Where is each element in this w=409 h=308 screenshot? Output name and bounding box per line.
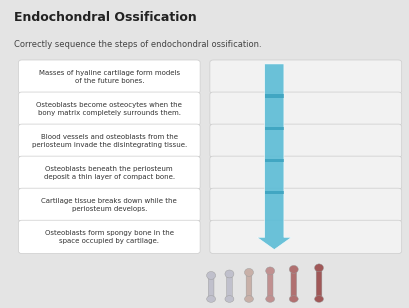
Bar	[264, 127, 283, 130]
FancyBboxPatch shape	[315, 271, 321, 297]
Ellipse shape	[225, 270, 234, 278]
FancyBboxPatch shape	[267, 274, 272, 297]
Ellipse shape	[244, 296, 253, 302]
FancyBboxPatch shape	[226, 277, 232, 297]
Ellipse shape	[265, 267, 274, 275]
Ellipse shape	[314, 296, 323, 302]
Text: Osteoblasts become osteocytes when the
bony matrix completely surrounds them.: Osteoblasts become osteocytes when the b…	[36, 102, 182, 116]
Polygon shape	[256, 64, 291, 249]
FancyBboxPatch shape	[290, 273, 296, 297]
Bar	[264, 191, 283, 194]
Ellipse shape	[225, 296, 234, 302]
FancyBboxPatch shape	[18, 220, 200, 253]
FancyBboxPatch shape	[245, 275, 251, 297]
Ellipse shape	[244, 269, 253, 276]
FancyBboxPatch shape	[209, 220, 401, 253]
FancyBboxPatch shape	[18, 92, 200, 125]
FancyBboxPatch shape	[18, 156, 200, 189]
Ellipse shape	[289, 296, 297, 302]
FancyBboxPatch shape	[18, 60, 200, 93]
Text: Masses of hyaline cartilage form models
of the future bones.: Masses of hyaline cartilage form models …	[38, 70, 180, 84]
FancyBboxPatch shape	[209, 92, 401, 125]
FancyBboxPatch shape	[209, 156, 401, 189]
FancyBboxPatch shape	[209, 60, 401, 93]
Ellipse shape	[289, 265, 297, 273]
Text: Osteoblasts form spongy bone in the
space occupied by cartilage.: Osteoblasts form spongy bone in the spac…	[45, 230, 173, 244]
Bar	[264, 95, 283, 98]
Text: Osteoblasts beneath the periosteum
deposit a thin layer of compact bone.: Osteoblasts beneath the periosteum depos…	[44, 166, 175, 180]
Text: Cartilage tissue breaks down while the
periosteum develops.: Cartilage tissue breaks down while the p…	[41, 198, 177, 212]
FancyBboxPatch shape	[209, 124, 401, 157]
Ellipse shape	[314, 264, 323, 272]
Ellipse shape	[206, 272, 215, 279]
FancyBboxPatch shape	[18, 124, 200, 157]
FancyBboxPatch shape	[209, 188, 401, 221]
FancyBboxPatch shape	[18, 188, 200, 221]
Text: Correctly sequence the steps of endochondral ossification.: Correctly sequence the steps of endochon…	[13, 39, 261, 49]
Ellipse shape	[265, 296, 274, 302]
Ellipse shape	[206, 296, 215, 302]
Text: Endochondral Ossification: Endochondral Ossification	[13, 10, 196, 23]
Text: Blood vessels and osteoblasts from the
periosteum invade the disintegrating tiss: Blood vessels and osteoblasts from the p…	[31, 134, 187, 148]
FancyBboxPatch shape	[208, 278, 213, 297]
Bar	[264, 159, 283, 162]
